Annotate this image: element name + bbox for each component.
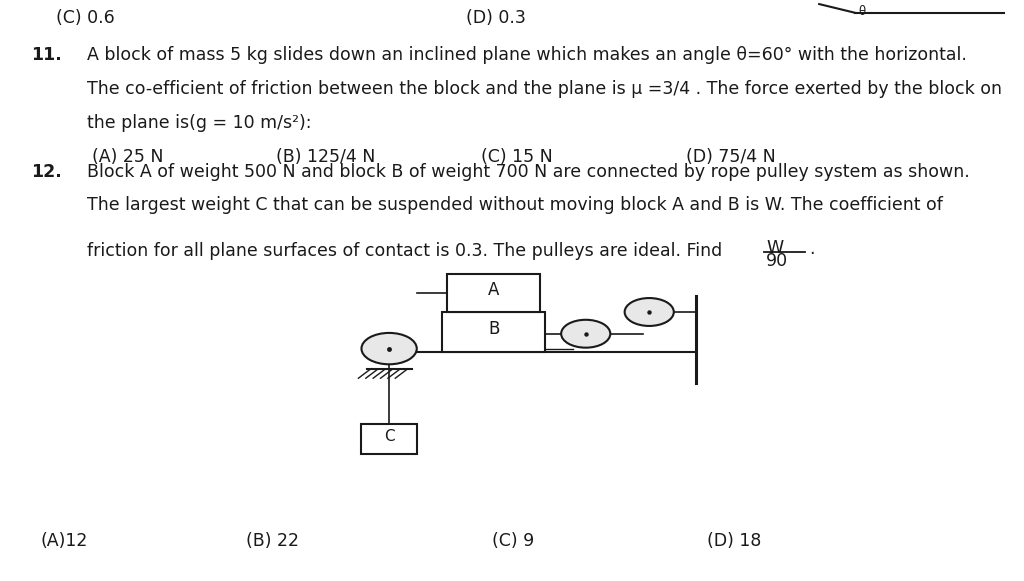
Bar <box>447 274 540 312</box>
Text: .: . <box>809 240 814 258</box>
Text: Block A of weight 500 N and block B of weight 700 N are connected by rope pulley: Block A of weight 500 N and block B of w… <box>87 163 970 181</box>
Text: 12.: 12. <box>31 163 61 181</box>
Text: θ: θ <box>858 5 865 17</box>
Text: The co-efficient of friction between the block and the plane is μ =3/4 . The for: The co-efficient of friction between the… <box>87 80 1002 98</box>
Text: 90: 90 <box>766 252 788 270</box>
Text: The largest weight C that can be suspended without moving block A and B is W. Th: The largest weight C that can be suspend… <box>87 196 943 214</box>
Text: (C) 0.6: (C) 0.6 <box>56 9 115 27</box>
Text: the plane is(g = 10 m/s²):: the plane is(g = 10 m/s²): <box>87 114 311 132</box>
Text: A block of mass 5 kg slides down an inclined plane which makes an angle θ=60° wi: A block of mass 5 kg slides down an incl… <box>87 46 967 64</box>
Text: W: W <box>766 239 783 257</box>
Text: (A)12: (A)12 <box>41 532 88 550</box>
Text: (D) 18: (D) 18 <box>707 532 761 550</box>
Text: (B) 22: (B) 22 <box>246 532 299 550</box>
Text: C: C <box>384 429 394 444</box>
Text: (D) 75/4 N: (D) 75/4 N <box>686 148 776 166</box>
Text: (B) 125/4 N: (B) 125/4 N <box>276 148 376 166</box>
Circle shape <box>625 298 674 326</box>
Text: (C) 9: (C) 9 <box>492 532 534 550</box>
Text: (C) 15 N: (C) 15 N <box>481 148 553 166</box>
Bar <box>442 312 545 352</box>
Text: (A) 25 N: (A) 25 N <box>92 148 164 166</box>
Bar <box>360 424 418 454</box>
Text: (D) 0.3: (D) 0.3 <box>466 9 525 27</box>
Text: A: A <box>487 281 500 299</box>
Circle shape <box>361 333 417 364</box>
Circle shape <box>561 320 610 347</box>
Text: friction for all plane surfaces of contact is 0.3. The pulleys are ideal. Find: friction for all plane surfaces of conta… <box>87 242 722 260</box>
Text: B: B <box>487 320 500 338</box>
Text: 11.: 11. <box>31 46 61 64</box>
